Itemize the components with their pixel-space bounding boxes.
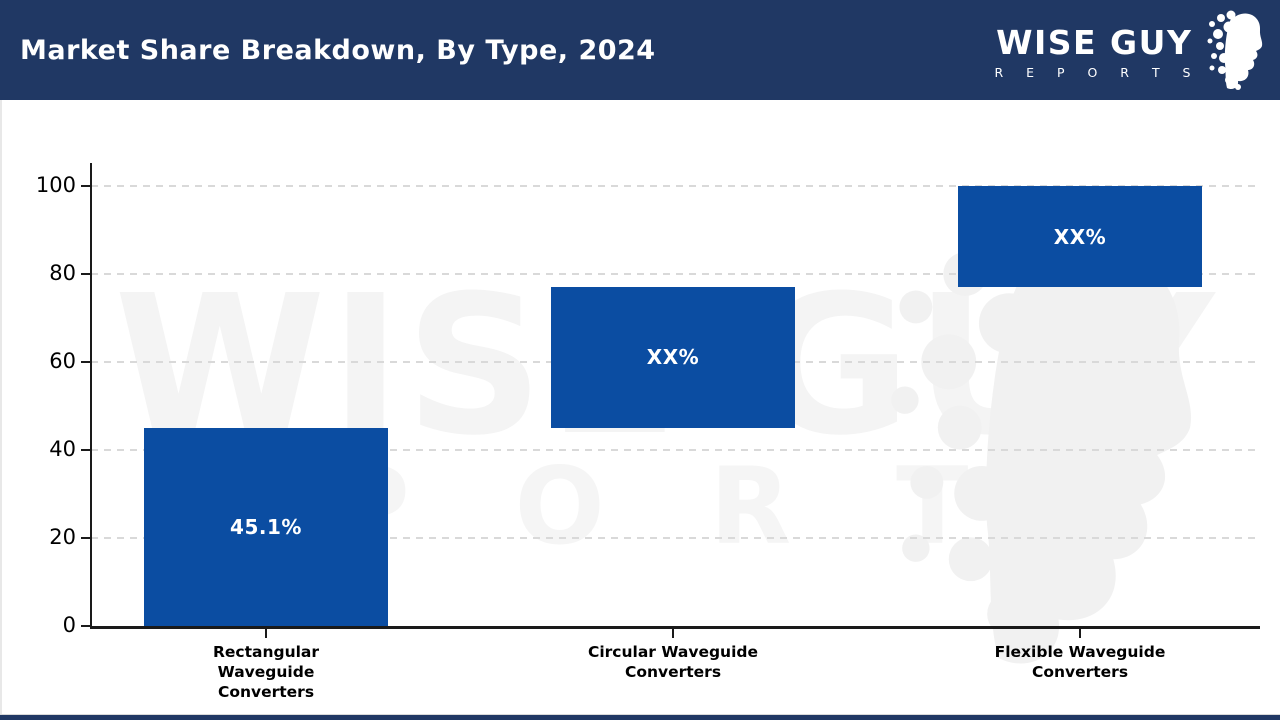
x-axis-tick [1079,629,1081,638]
bar-value-label: XX% [1053,224,1107,249]
bar: XX% [551,287,795,428]
header-bar: Market Share Breakdown, By Type, 2024 WI… [0,0,1280,100]
y-tick-label: 80 [49,261,76,285]
x-axis-line [90,626,1260,629]
watermark-face-icon [891,232,1192,664]
y-axis-tick [81,537,90,539]
y-gridline [91,537,1260,539]
y-tick-label: 100 [35,173,76,197]
y-axis-tick [81,449,90,451]
bar-value-label: XX% [646,345,700,370]
y-axis-tick [81,185,90,187]
footer-divider [0,714,1280,715]
brand-name: WISE GUY [996,22,1193,62]
y-axis-tick [81,273,90,275]
y-axis-line [90,163,92,628]
x-category-label: Rectangular Waveguide Converters [212,643,320,701]
bar: XX% [958,186,1202,288]
x-axis-tick [265,629,267,638]
brand-logo-text: WISE GUY R E P O R T S [988,23,1200,80]
bar: 45.1% [144,427,388,626]
y-axis-tick [81,625,90,627]
y-tick-label: 0 [62,613,76,637]
page-title: Market Share Breakdown, By Type, 2024 [20,34,656,66]
y-tick-label: 40 [49,437,76,461]
y-gridline [91,273,1260,275]
x-category-label: Circular Waveguide Converters [587,643,759,681]
brand-logo: WISE GUY R E P O R T S [988,8,1266,94]
y-tick-label: 20 [49,525,76,549]
x-category-label: Flexible Waveguide Converters [994,643,1166,681]
footer-strip [0,715,1280,720]
bar-value-label: 45.1% [230,514,302,539]
y-tick-label: 60 [49,349,76,373]
chart-area: WISE GUY P O R T S 0 20 40 60 80 100 45.1% Rect… [0,100,1280,715]
y-axis-tick [81,361,90,363]
watermark-reports-text: P O R T S [332,445,1184,568]
brand-subtitle: R E P O R T S [994,64,1200,80]
y-gridline [91,449,1260,451]
wiseguy-face-icon [1207,10,1263,90]
y-gridline [91,185,1260,187]
x-axis-tick [672,629,674,638]
